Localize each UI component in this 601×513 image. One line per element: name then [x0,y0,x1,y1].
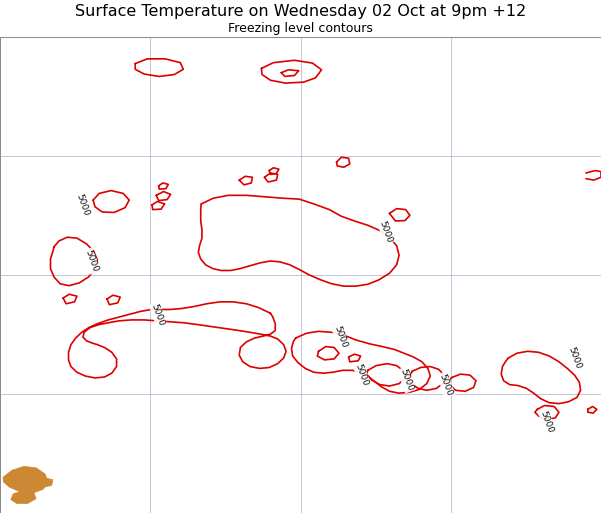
Polygon shape [36,478,53,487]
Text: 5000: 5000 [438,372,454,397]
Text: 5000: 5000 [398,367,415,392]
Text: 5000: 5000 [83,249,100,273]
Polygon shape [11,490,36,503]
Text: 5000: 5000 [353,363,370,387]
Text: 5000: 5000 [538,409,555,434]
Text: 5000: 5000 [377,219,394,244]
Text: Freezing level contours: Freezing level contours [228,22,373,34]
Polygon shape [3,466,48,493]
Text: 5000: 5000 [150,303,166,327]
Text: 5000: 5000 [332,325,349,349]
Text: Surface Temperature on Wednesday 02 Oct at 9pm +12: Surface Temperature on Wednesday 02 Oct … [75,4,526,19]
Text: 5000: 5000 [566,346,583,370]
Text: 5000: 5000 [75,192,91,217]
